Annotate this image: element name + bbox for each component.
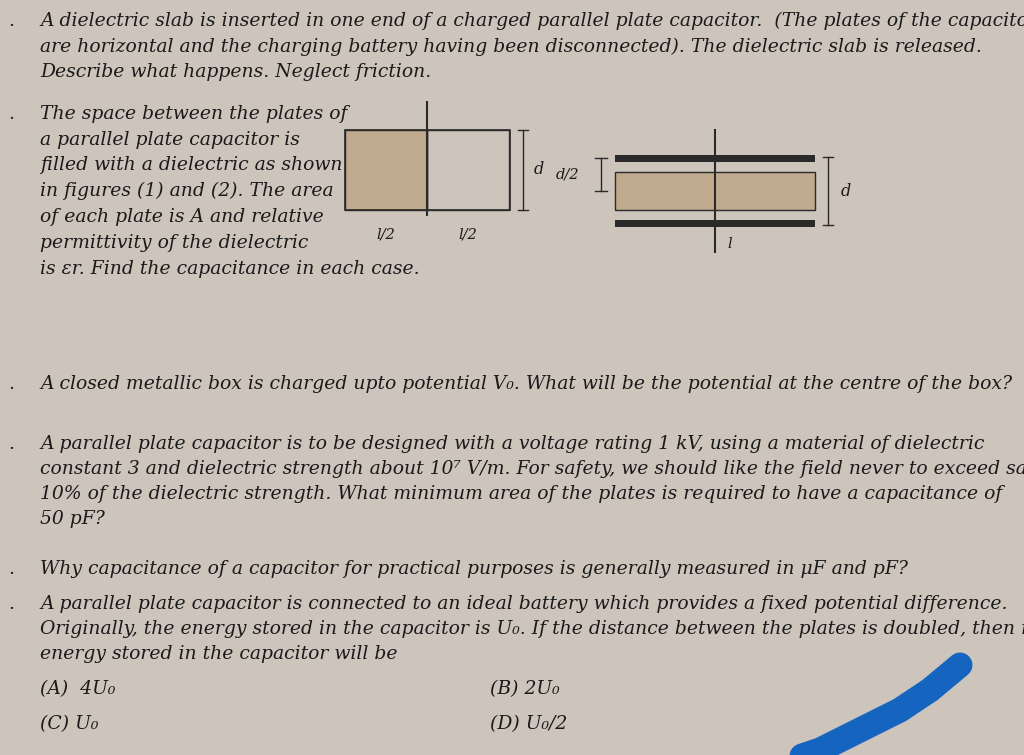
Text: A dielectric slab is inserted in one end of a charged parallel plate capacitor. : A dielectric slab is inserted in one end… (40, 12, 1024, 81)
Text: d: d (534, 162, 544, 178)
Text: .: . (8, 595, 14, 613)
Text: .: . (8, 375, 14, 393)
Text: A closed metallic box is charged upto potential V₀. What will be the potential a: A closed metallic box is charged upto po… (40, 375, 1012, 393)
Bar (615, 172, 815, 210)
Text: A parallel plate capacitor is to be designed with a voltage rating 1 kV, using a: A parallel plate capacitor is to be desi… (40, 435, 1024, 528)
Text: .: . (8, 105, 14, 123)
Text: The space between the plates of
a parallel plate capacitor is
filled with a diel: The space between the plates of a parall… (40, 105, 420, 278)
Text: (B) 2U₀: (B) 2U₀ (490, 680, 560, 698)
Text: .: . (8, 12, 14, 30)
Bar (615, 220, 815, 227)
Text: l/2: l/2 (459, 228, 477, 242)
Text: d/2: d/2 (555, 167, 579, 181)
Text: l: l (728, 237, 732, 251)
Text: d: d (841, 183, 851, 199)
Bar (427, 130, 509, 210)
Bar (615, 155, 815, 162)
Text: l/2: l/2 (377, 228, 395, 242)
Bar (345, 130, 510, 210)
Text: Why capacitance of a capacitor for practical purposes is generally measured in μ: Why capacitance of a capacitor for pract… (40, 560, 908, 578)
Text: (A)  4U₀: (A) 4U₀ (40, 680, 116, 698)
Text: A parallel plate capacitor is connected to an ideal battery which provides a fix: A parallel plate capacitor is connected … (40, 595, 1024, 663)
Text: (D) U₀/2: (D) U₀/2 (490, 715, 567, 733)
Text: (C) U₀: (C) U₀ (40, 715, 98, 733)
Bar (345, 130, 427, 210)
Text: .: . (8, 560, 14, 578)
Text: .: . (8, 435, 14, 453)
